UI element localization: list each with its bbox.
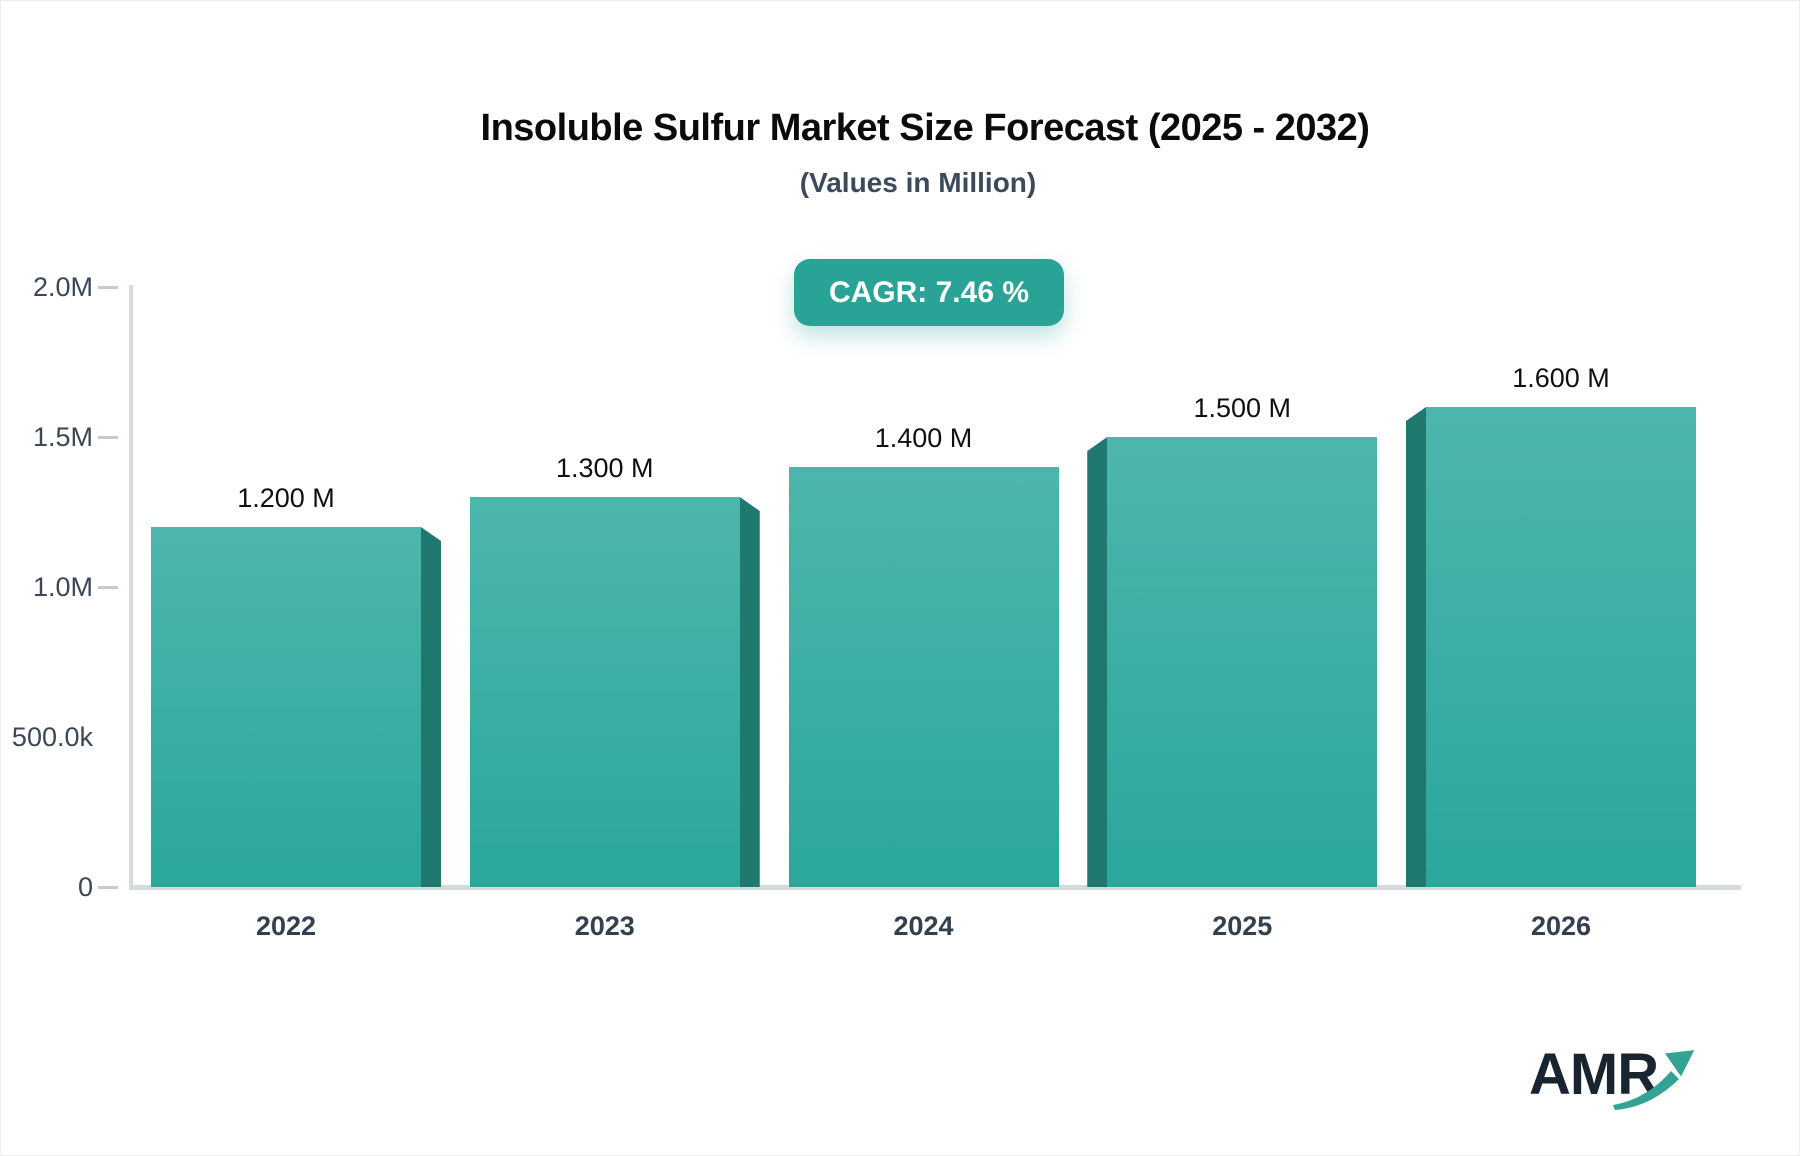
amr-logo-text: AMR xyxy=(1529,1042,1659,1107)
x-tick-label: 2025 xyxy=(1212,911,1273,941)
bar-side-panel xyxy=(1406,407,1426,887)
bar xyxy=(788,467,1059,887)
y-tick-mark xyxy=(98,885,118,889)
bar-side-panel xyxy=(739,497,760,887)
bar-side-panel xyxy=(421,527,441,887)
y-tick-label: 1.5M xyxy=(32,422,93,452)
bar xyxy=(1426,407,1696,887)
x-tick-label: 2023 xyxy=(574,911,635,941)
y-tick-label: 2.0M xyxy=(32,272,93,302)
page-subtitle: (Values in Million) xyxy=(799,167,1037,198)
amr-logo: AMR xyxy=(1529,1041,1759,1131)
y-tick-mark xyxy=(98,435,118,439)
y-tick-mark xyxy=(98,585,118,589)
y-tick-label: 1.0M xyxy=(32,572,93,602)
bar xyxy=(469,497,740,887)
bar-value-label: 1.200 M xyxy=(237,483,335,513)
bar-side-panel xyxy=(1087,437,1108,887)
x-tick-label: 2026 xyxy=(1530,911,1592,941)
y-axis-line xyxy=(129,285,133,887)
bar-value-label: 1.300 M xyxy=(555,453,654,483)
bar-value-label: 1.400 M xyxy=(874,423,973,453)
cagr-badge-label: CAGR: 7.46 % xyxy=(828,275,1030,309)
x-tick-label: 2022 xyxy=(255,911,317,941)
y-tick-label: 0 xyxy=(77,872,93,902)
x-tick-label: 2024 xyxy=(893,911,954,941)
y-tick-label: 500.0k xyxy=(11,722,93,752)
bar-value-label: 1.500 M xyxy=(1193,393,1292,423)
bar xyxy=(151,527,421,887)
bar-value-label: 1.600 M xyxy=(1512,363,1610,393)
x-axis-baseline xyxy=(129,885,1741,890)
bar xyxy=(1107,437,1378,887)
growth-arrow-icon xyxy=(1613,1050,1695,1110)
y-tick-mark xyxy=(98,285,118,289)
page-title: Insoluble Sulfur Market Size Forecast (2… xyxy=(480,107,1370,149)
cagr-badge: CAGR: 7.46 % xyxy=(794,259,1064,326)
